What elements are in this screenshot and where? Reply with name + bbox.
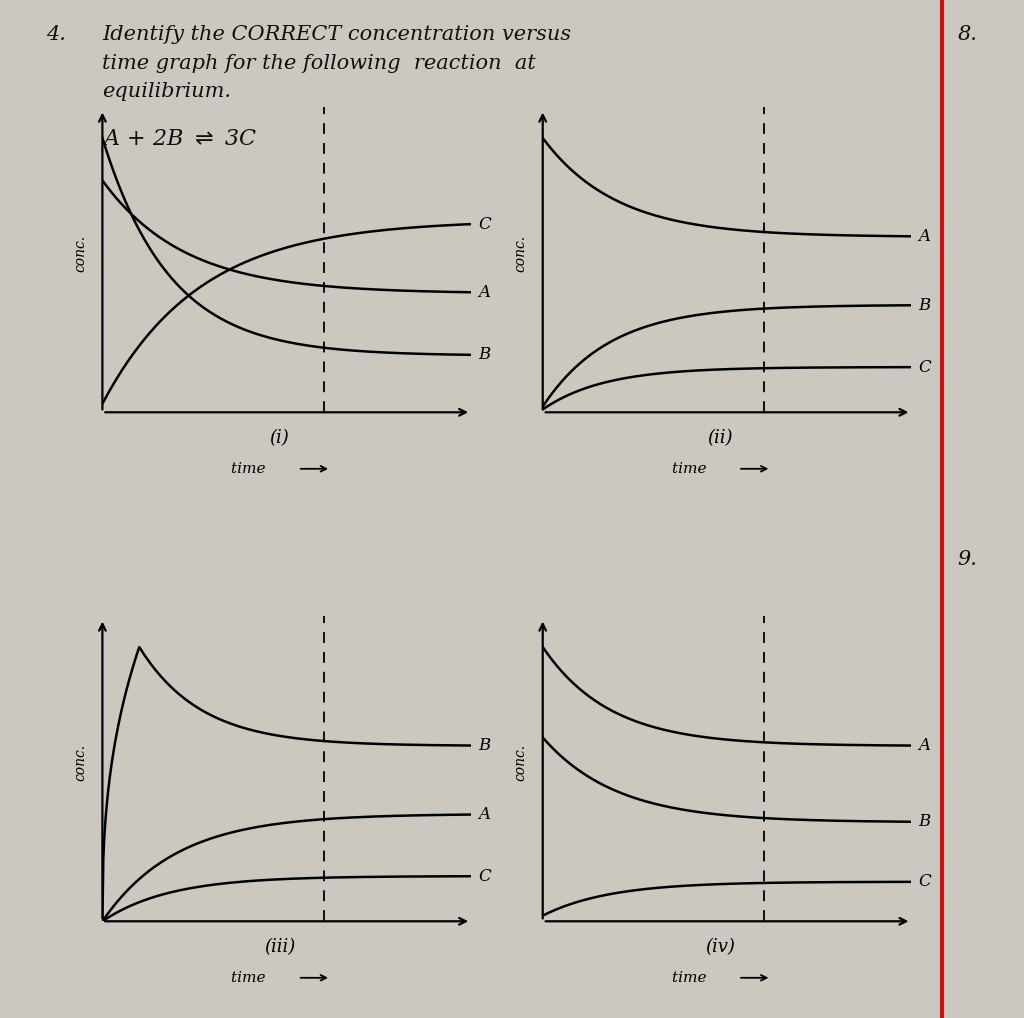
Text: time: time bbox=[231, 462, 270, 476]
Text: 4.: 4. bbox=[46, 25, 66, 45]
Text: C: C bbox=[478, 867, 492, 885]
Text: time graph for the following  reaction  at: time graph for the following reaction at bbox=[102, 54, 537, 73]
Text: C: C bbox=[478, 216, 492, 232]
Text: equilibrium.: equilibrium. bbox=[102, 82, 231, 102]
Text: 9.: 9. bbox=[957, 550, 977, 569]
Text: C: C bbox=[919, 358, 932, 376]
Text: time: time bbox=[672, 462, 711, 476]
Text: A: A bbox=[478, 284, 490, 300]
Text: A: A bbox=[919, 228, 931, 244]
Text: Identify the CORRECT concentration versus: Identify the CORRECT concentration versu… bbox=[102, 25, 571, 45]
Text: conc.: conc. bbox=[514, 235, 527, 272]
Text: B: B bbox=[478, 737, 490, 754]
Text: (i): (i) bbox=[269, 429, 289, 447]
Text: A + 2B $\rightleftharpoons$ 3C: A + 2B $\rightleftharpoons$ 3C bbox=[102, 128, 258, 150]
Text: C: C bbox=[919, 873, 932, 891]
Text: (iii): (iii) bbox=[264, 938, 295, 956]
Text: B: B bbox=[919, 813, 931, 831]
Text: conc.: conc. bbox=[74, 744, 87, 781]
Text: A: A bbox=[478, 806, 490, 824]
Text: (ii): (ii) bbox=[707, 429, 732, 447]
Text: (iv): (iv) bbox=[705, 938, 734, 956]
Text: 8.: 8. bbox=[957, 25, 977, 45]
Text: conc.: conc. bbox=[514, 744, 527, 781]
Text: A: A bbox=[919, 737, 931, 754]
Text: time: time bbox=[231, 971, 270, 985]
Text: conc.: conc. bbox=[74, 235, 87, 272]
Text: time: time bbox=[672, 971, 711, 985]
Text: B: B bbox=[478, 346, 490, 363]
Text: B: B bbox=[919, 297, 931, 314]
